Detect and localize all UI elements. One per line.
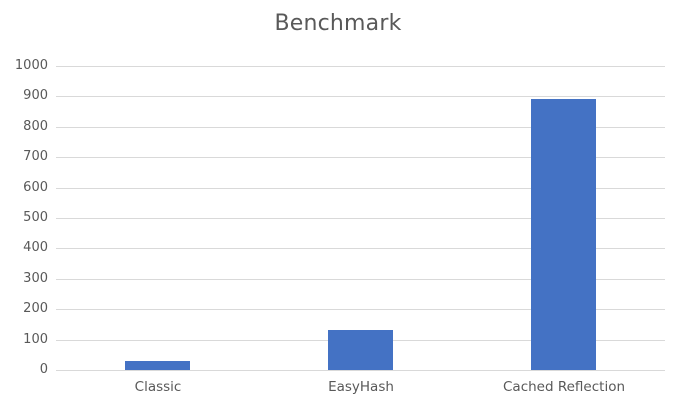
y-tick-label: 300 [23,271,48,286]
gridline [56,157,665,158]
y-tick-label: 0 [39,362,48,377]
y-tick-label: 1000 [14,58,48,73]
y-tick-label: 400 [23,240,48,255]
gridline [56,309,665,310]
x-tick-label: EasyHash [328,379,394,395]
y-tick-label: 800 [23,119,48,134]
x-tick-label: Classic [134,379,182,395]
y-tick-label: 900 [23,88,48,103]
bar [328,330,393,370]
x-axis: Classic EasyHash Cached Reflection [56,378,665,402]
y-tick-label: 700 [23,149,48,164]
gridline [56,218,665,219]
y-axis: 1000 900 800 700 600 500 400 300 200 100 0 [0,59,48,376]
bar [531,99,596,370]
x-tick-label: Cached Reflection [502,379,626,395]
bar [125,361,190,370]
gridline [56,248,665,249]
gridline [56,188,665,189]
plot-area [56,66,665,371]
gridline [56,370,665,371]
gridline [56,279,665,280]
gridline [56,66,665,67]
y-tick-label: 600 [23,180,48,195]
y-tick-label: 200 [23,301,48,316]
y-tick-label: 100 [23,332,48,347]
gridline [56,96,665,97]
gridline [56,127,665,128]
y-tick-label: 500 [23,210,48,225]
chart-title: Benchmark [274,11,402,36]
